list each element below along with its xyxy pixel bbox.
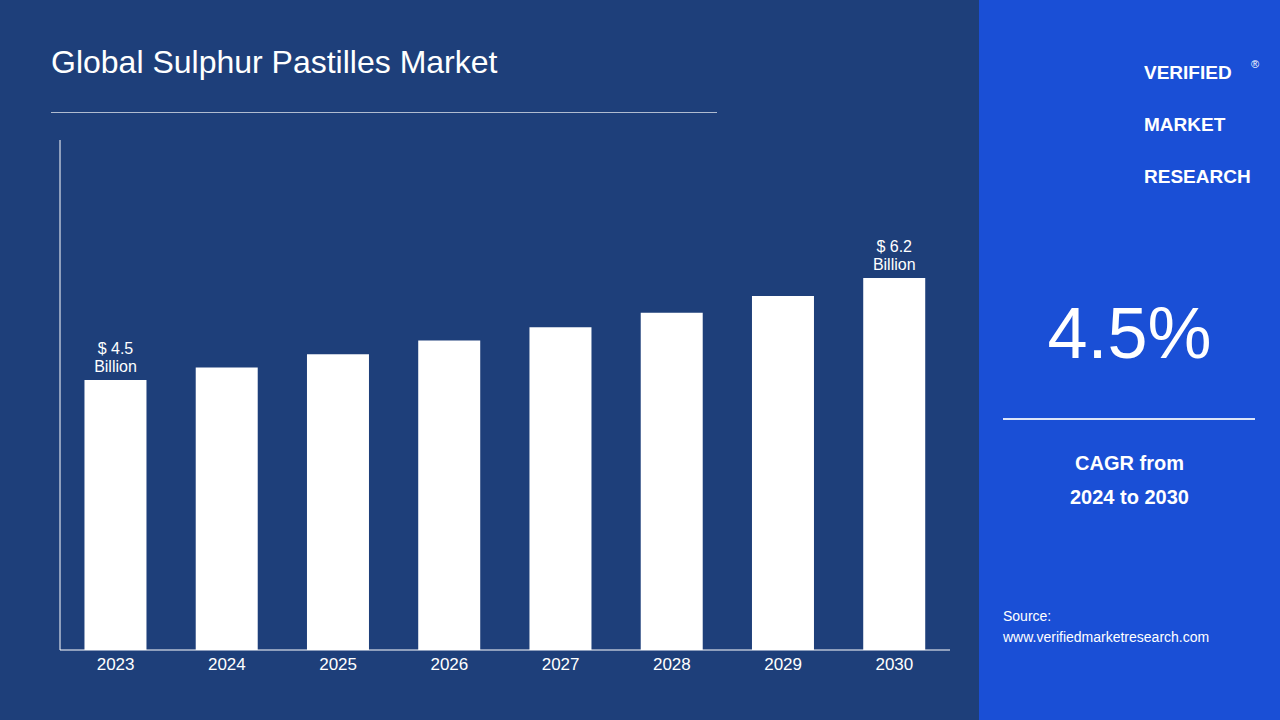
svg-text:2028: 2028 — [653, 655, 691, 674]
html-text:Global Sulphur Pastilles Marke: Global Sulphur Pastilles Market — [51, 44, 498, 80]
svg-text:$ 6.2Billion: $ 6.2Billion — [873, 238, 916, 273]
html-text:VERIFIED: VERIFIED — [1144, 62, 1232, 83]
svg-text:2024: 2024 — [208, 655, 246, 674]
html-text:Source: www.verifiedmarketrese: Source: www.verifiedmarketresearch.com — [1003, 608, 1210, 645]
svg-text:2026: 2026 — [430, 655, 468, 674]
html-text:CAGR from 2024 to 2030: CAGR from 2024 to 2030 — [1070, 452, 1189, 508]
html-text:4.5%: 4.5% — [1047, 293, 1212, 373]
html-text:MARKET: MARKET — [1144, 114, 1226, 135]
html-text:RESEARCH: RESEARCH — [1144, 166, 1251, 187]
svg-text:2030: 2030 — [875, 655, 913, 674]
svg-text:2027: 2027 — [542, 655, 580, 674]
svg-text:2023: 2023 — [97, 655, 135, 674]
svg-text:2029: 2029 — [764, 655, 802, 674]
svg-text:$ 4.5Billion: $ 4.5Billion — [94, 340, 137, 375]
svg-text:2025: 2025 — [319, 655, 357, 674]
